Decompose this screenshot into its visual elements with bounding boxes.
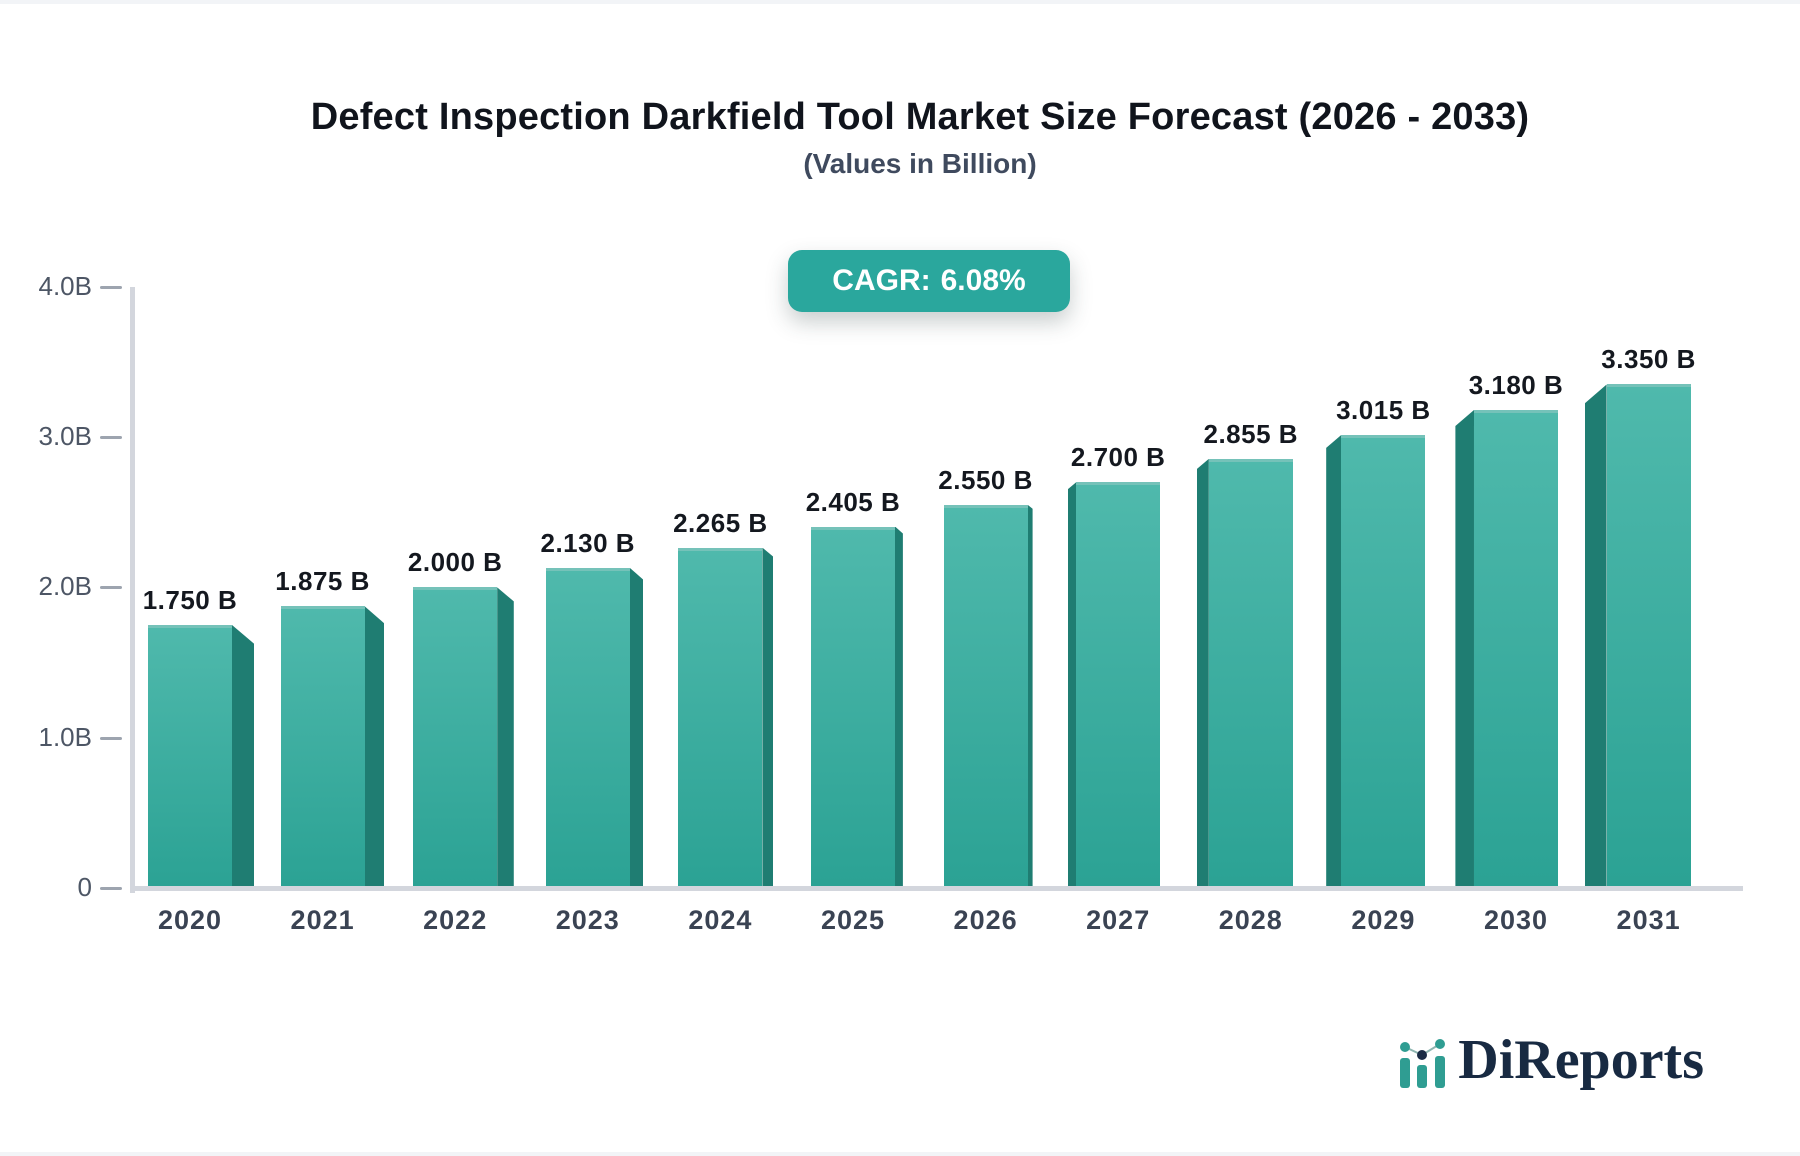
bar — [280, 606, 365, 888]
bar-side-face — [1455, 410, 1474, 888]
bar — [1208, 458, 1293, 888]
bar — [811, 526, 895, 888]
y-axis-tick — [100, 285, 122, 289]
x-axis-tick-label: 2026 — [953, 905, 1018, 935]
bar-value-label: 1.750 B — [142, 584, 238, 615]
bar-value-label: 2.855 B — [1203, 418, 1299, 449]
bar-value-label: 2.550 B — [938, 464, 1033, 495]
y-axis-tick — [100, 586, 122, 590]
y-axis-tick-label: 1.0B — [38, 721, 93, 752]
x-axis-tick-label: 2021 — [290, 905, 355, 935]
x-axis-tick-label: 2028 — [1218, 905, 1283, 935]
bar-value-label: 2.405 B — [805, 486, 901, 517]
y-axis-line — [130, 286, 135, 893]
bar-value-label: 2.130 B — [540, 527, 636, 558]
bar — [1474, 410, 1558, 888]
y-axis-tick — [100, 436, 122, 440]
direports-logo: DiReports — [1398, 1030, 1704, 1090]
bar — [413, 587, 498, 888]
bar-value-label: 3.350 B — [1601, 344, 1696, 375]
cagr-badge-label: CAGR: — [832, 264, 931, 297]
y-axis-tick-label: 3.0B — [38, 421, 93, 452]
bar — [1076, 482, 1161, 888]
logo-text: DiReports — [1458, 1029, 1704, 1091]
bar-value-label: 2.700 B — [1070, 442, 1166, 473]
bar-side-face — [762, 547, 774, 888]
bar — [1341, 434, 1426, 888]
page-bottom-edge — [0, 1152, 1800, 1156]
x-axis-tick-label: 2030 — [1483, 905, 1549, 935]
y-axis-tick-label: 2.0B — [38, 571, 93, 602]
bar-value-label: 3.015 B — [1336, 394, 1431, 425]
chart-subtitle: (Values in Billion) — [803, 148, 1037, 179]
y-axis-tick — [100, 736, 122, 740]
bar-side-face — [1197, 458, 1209, 888]
x-axis-tick-label: 2025 — [820, 905, 886, 935]
y-axis-tick — [100, 887, 122, 890]
bar — [148, 624, 232, 888]
bar-value-label: 2.000 B — [407, 547, 503, 578]
bar-side-face — [895, 526, 903, 888]
chart-title: Defect Inspection Darkfield Tool Market … — [310, 96, 1530, 138]
x-axis-line — [130, 886, 1743, 891]
bar-value-label: 3.180 B — [1468, 370, 1564, 401]
x-axis-tick-label: 2020 — [157, 905, 223, 935]
mini-bar-chart-icon — [1400, 1039, 1446, 1088]
bar-side-face — [1067, 482, 1077, 888]
bar-side-face — [364, 606, 385, 888]
bar-side-face — [629, 567, 644, 888]
x-axis-tick-label: 2029 — [1351, 905, 1416, 935]
cagr-badge: CAGR: 6.08% — [788, 250, 1070, 312]
x-axis-tick-label: 2027 — [1086, 905, 1151, 935]
cagr-badge-value: 6.08% — [940, 264, 1026, 297]
x-axis-tick-label: 2023 — [555, 905, 620, 935]
bar-value-label: 2.265 B — [673, 507, 768, 538]
page-top-edge — [0, 0, 1800, 4]
bar — [678, 547, 763, 888]
y-axis-tick-label: 4.0B — [38, 270, 93, 301]
bar-side-face — [1584, 384, 1607, 888]
bar-side-face — [1027, 504, 1033, 888]
bar-side-face — [232, 624, 255, 888]
bar-side-face — [1326, 434, 1342, 888]
x-axis-tick-label: 2031 — [1616, 905, 1681, 935]
bar-value-label: 1.875 B — [275, 566, 370, 597]
bar — [1606, 384, 1691, 888]
bar — [545, 567, 630, 888]
y-axis-tick-label: 0 — [77, 872, 92, 902]
bar-side-face — [497, 587, 514, 888]
x-axis-tick-label: 2022 — [423, 905, 488, 935]
bar — [943, 504, 1028, 888]
x-axis-tick-label: 2024 — [688, 905, 753, 935]
